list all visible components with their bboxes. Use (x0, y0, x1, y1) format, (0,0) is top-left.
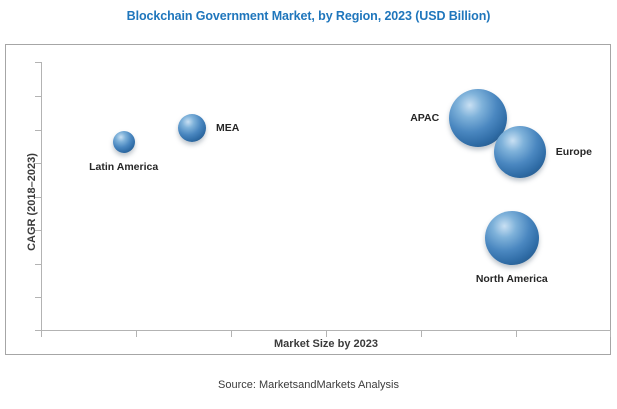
chart-frame (5, 44, 611, 355)
bubble-latin-america[interactable] (112, 131, 135, 154)
bubble-label-apac: APAC (410, 112, 440, 125)
y-axis-label: CAGR (2018–2023) (26, 153, 38, 251)
y-axis-tick (35, 264, 41, 265)
y-axis-tick (35, 62, 41, 63)
x-axis-tick (326, 331, 327, 337)
bubble-label-europe: Europe (555, 145, 592, 158)
bubble-label-mea: MEA (216, 121, 240, 134)
bubble-europe[interactable] (493, 125, 546, 178)
bubble-mea[interactable] (178, 113, 207, 142)
y-axis-line (41, 62, 42, 331)
y-axis-tick (35, 297, 41, 298)
x-axis-tick (41, 331, 42, 337)
x-axis-tick (610, 331, 611, 337)
bubble-label-north-america: North America (475, 272, 548, 285)
y-axis-tick (35, 96, 41, 97)
x-axis-line (41, 330, 611, 331)
bubble-north-america[interactable] (484, 210, 539, 265)
source-note: Source: MarketsandMarkets Analysis (218, 379, 399, 391)
y-axis-tick (35, 130, 41, 131)
x-axis-tick (231, 331, 232, 337)
y-axis-tick (35, 330, 41, 331)
x-axis-label: Market Size by 2023 (274, 338, 378, 350)
x-axis-tick (421, 331, 422, 337)
y-axis-tick (35, 197, 41, 198)
y-axis-tick (35, 230, 41, 231)
chart-title: Blockchain Government Market, by Region,… (126, 9, 491, 23)
x-axis-tick (136, 331, 137, 337)
bubble-label-latin-america: Latin America (89, 161, 159, 174)
x-axis-tick (516, 331, 517, 337)
y-axis-tick (35, 163, 41, 164)
